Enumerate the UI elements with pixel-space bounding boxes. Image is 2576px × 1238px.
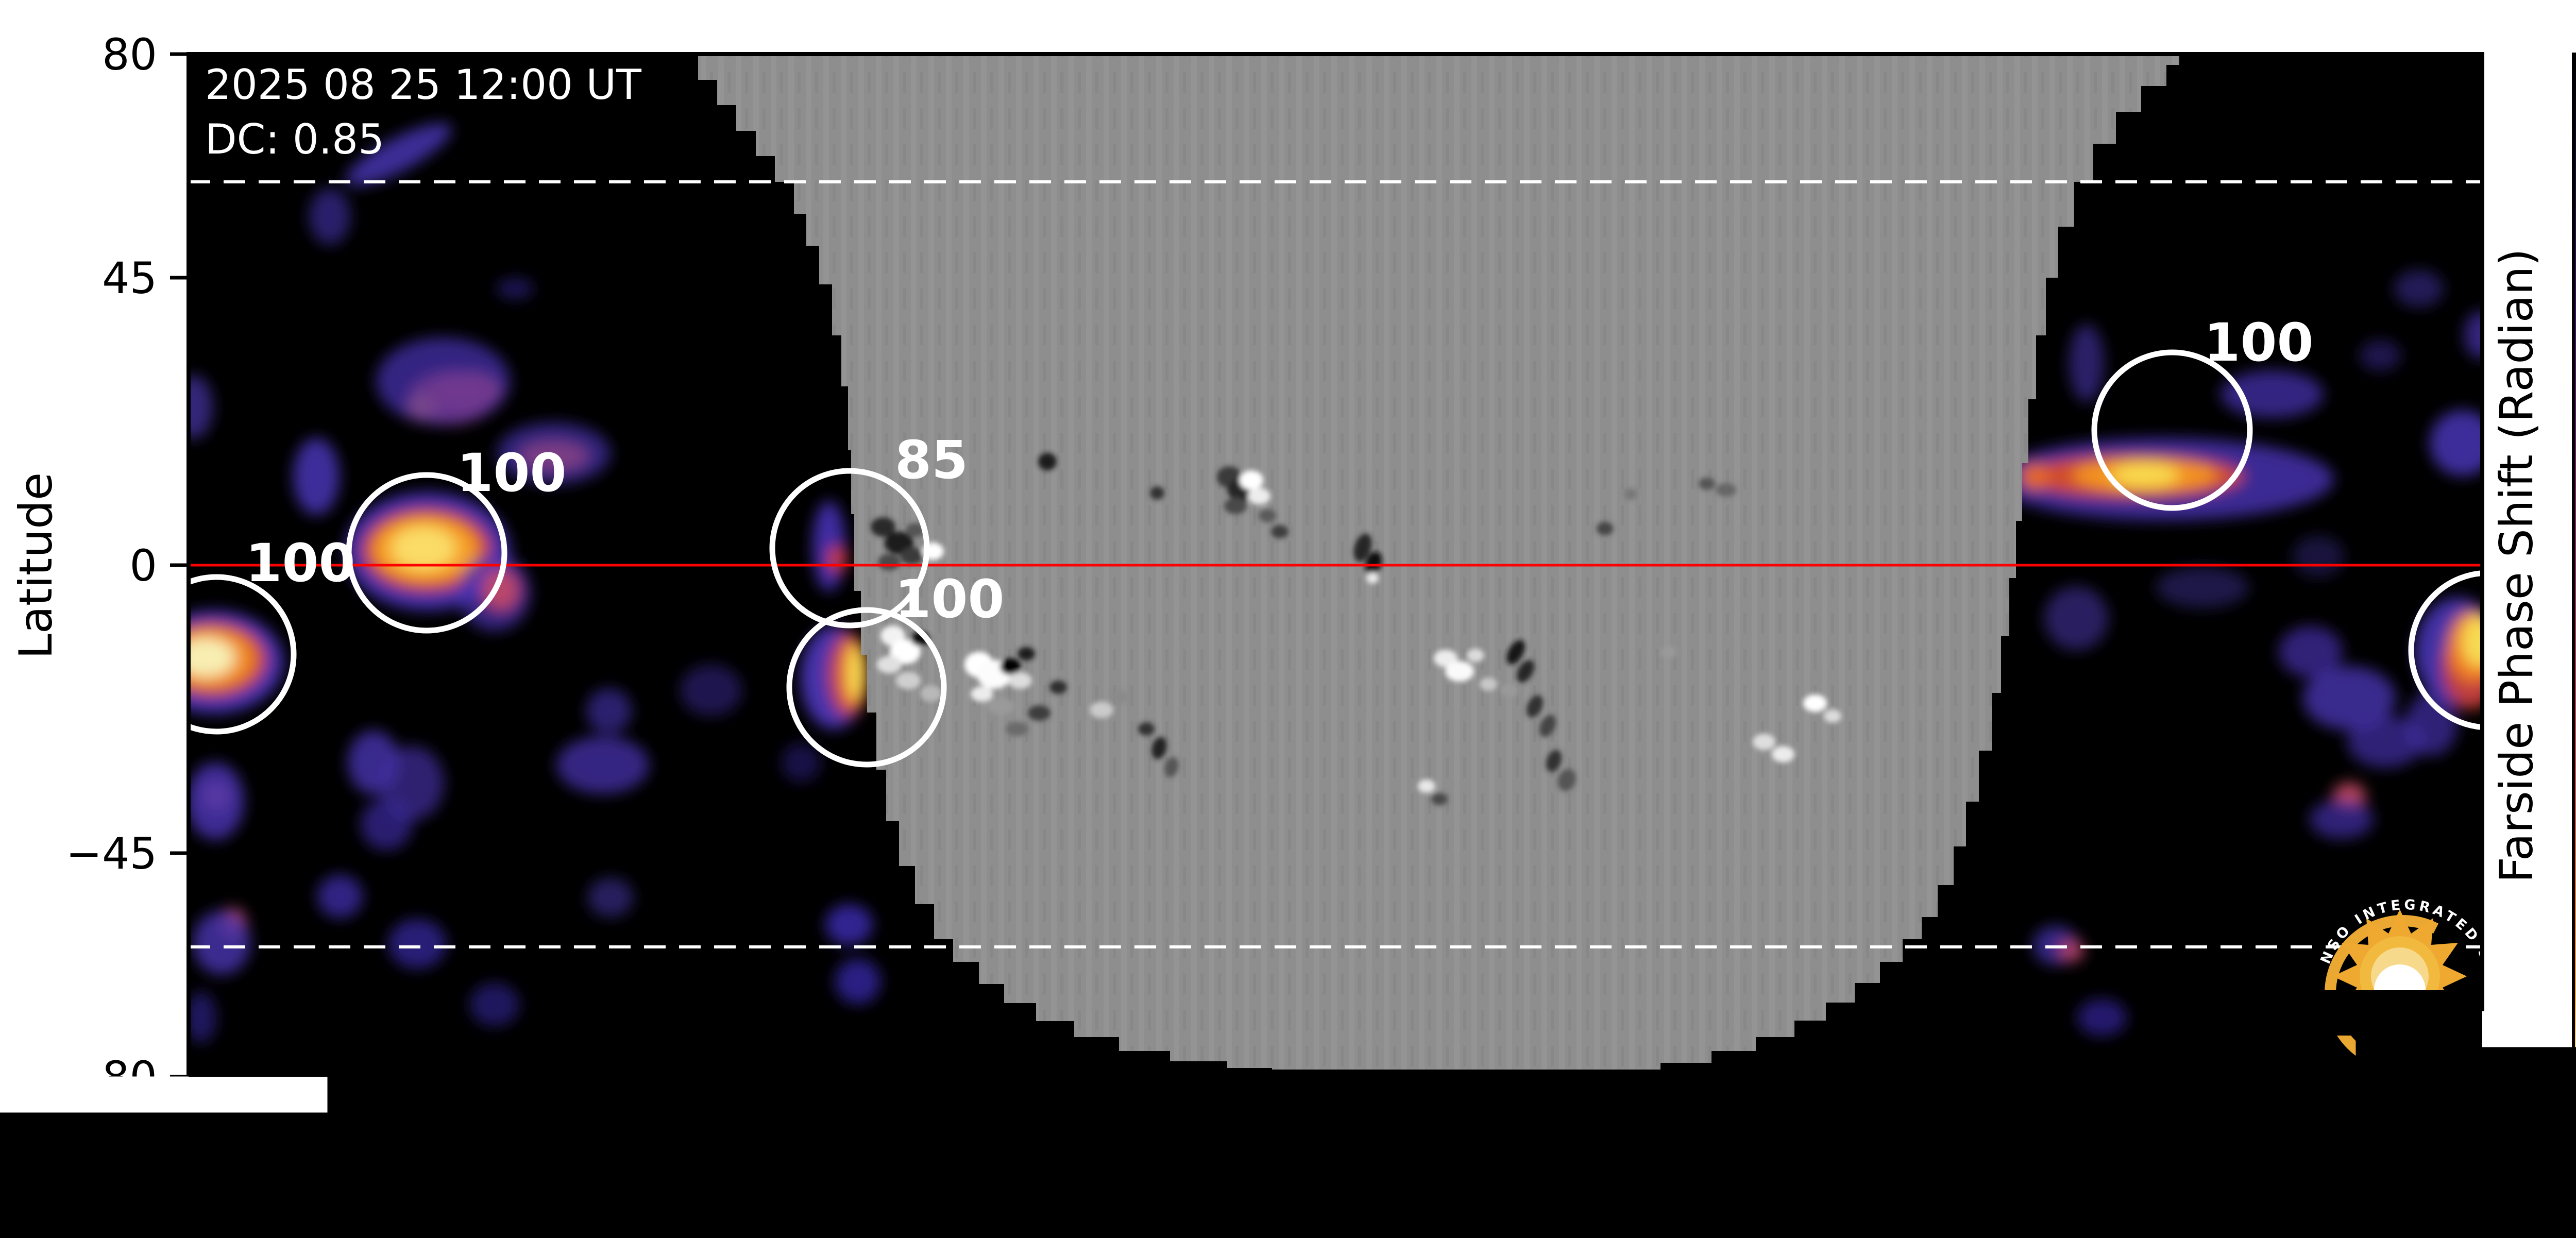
y-tick-45: 45 (102, 253, 157, 303)
y-axis-title: Latitude (9, 472, 62, 659)
x-tick-60: 60 (544, 1101, 599, 1151)
x-tick-180: 180 (1294, 1101, 1377, 1151)
y-tick-m45: −45 (66, 828, 157, 879)
x-tick-300: 300 (2059, 1101, 2141, 1151)
detection-score-2: 100 (457, 443, 567, 504)
x-tick-0: 0 (175, 1101, 202, 1151)
y-tick-m80: −80 (66, 1052, 157, 1103)
y-tick-80: 80 (102, 29, 157, 80)
timestamp-label: 2025 08 25 12:00 UT (205, 61, 642, 109)
duty-cycle-label: DC: 0.85 (205, 115, 384, 163)
figure-canvas: NISP NSO INTEGRATED SYNOPTIC PROGRAM 100… (0, 0, 2576, 1238)
map-plot-area: NISP NSO INTEGRATED SYNOPTIC PROGRAM (0, 0, 2566, 1077)
x-axis-title: Carrington Longitude (1095, 1174, 1575, 1227)
nisp-logo-acronym: NISP (2343, 981, 2459, 1045)
detection-score-3: 85 (895, 430, 968, 491)
farside-colorbar-title: Farside Phase Shift (Radian) (2490, 248, 2543, 883)
detection-score-5: 100 (2204, 312, 2314, 374)
x-tick-120: 120 (912, 1101, 994, 1151)
farside-map-figure: NISP NSO INTEGRATED SYNOPTIC PROGRAM 100… (0, 0, 2576, 1238)
x-tick-240: 240 (1676, 1101, 1759, 1151)
detection-score-4: 100 (895, 569, 1005, 630)
x-tick-360: 360 (2441, 1101, 2523, 1151)
y-tick-0: 0 (130, 540, 157, 591)
detection-score-1: 100 (246, 533, 355, 594)
